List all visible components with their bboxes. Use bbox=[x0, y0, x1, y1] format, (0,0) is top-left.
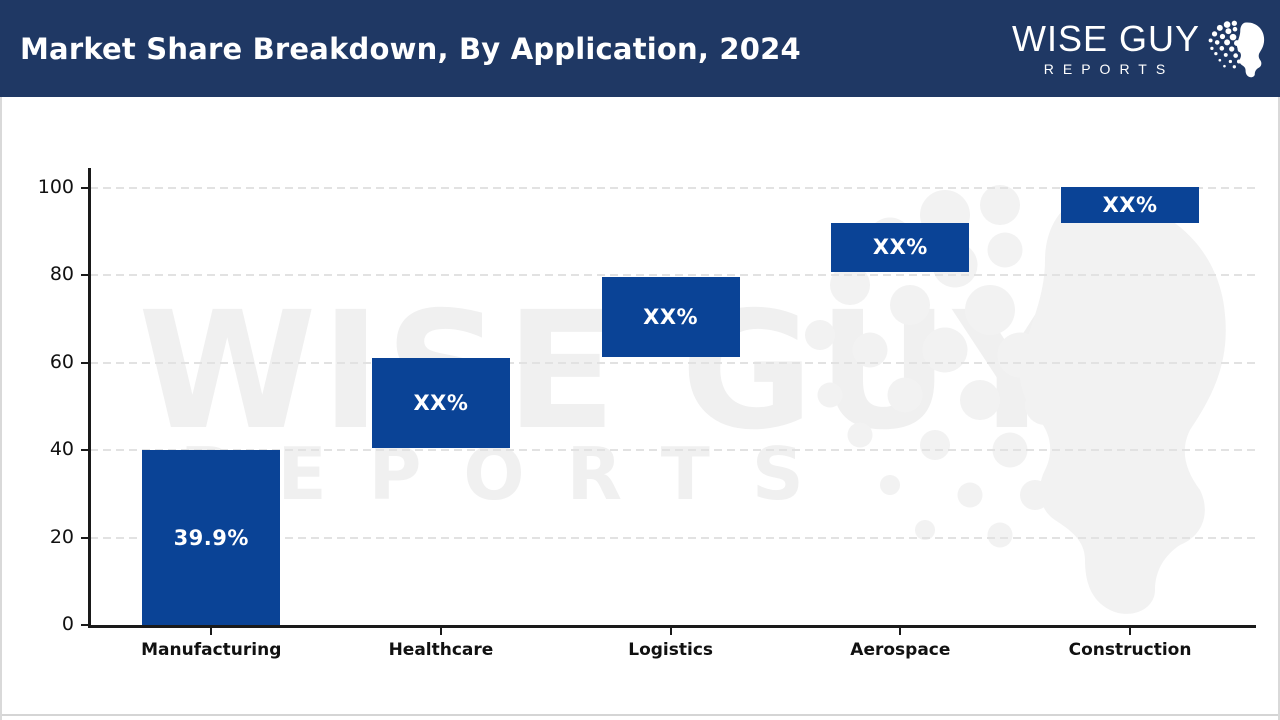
y-tick-mark bbox=[81, 186, 90, 189]
x-axis-label: Aerospace bbox=[850, 640, 951, 660]
brand-face-icon bbox=[1208, 20, 1265, 77]
header: Market Share Breakdown, By Application, … bbox=[0, 0, 1280, 97]
x-tick-mark bbox=[669, 627, 672, 635]
y-tick-label: 40 bbox=[49, 438, 74, 460]
brand-name: WISE GUY bbox=[1011, 18, 1200, 59]
x-tick-mark bbox=[439, 627, 442, 635]
x-axis-line bbox=[88, 625, 1256, 628]
left-border-line bbox=[0, 97, 2, 720]
y-tick-label: 80 bbox=[49, 263, 74, 285]
bar-aerospace: XX% bbox=[831, 222, 970, 273]
bar-value-label: 39.9% bbox=[173, 525, 249, 550]
bar-value-label: XX% bbox=[1102, 192, 1158, 217]
brand-subname: REPORTS bbox=[1043, 61, 1175, 77]
bar-value-label: XX% bbox=[643, 305, 699, 329]
y-tick-mark bbox=[81, 536, 90, 539]
y-tick-mark bbox=[81, 624, 90, 626]
y-axis-line bbox=[88, 168, 91, 627]
bar-logistics: XX% bbox=[601, 277, 740, 357]
y-tick-mark bbox=[81, 361, 90, 364]
y-tick-label: 0 bbox=[61, 613, 74, 635]
y-tick-label: 100 bbox=[37, 175, 74, 198]
brand-logo: WISE GUY REPORTS bbox=[1012, 9, 1266, 89]
gridline bbox=[90, 361, 1256, 364]
y-tick-label: 60 bbox=[49, 350, 74, 373]
y-tick-label: 20 bbox=[49, 525, 74, 548]
gridline bbox=[90, 536, 1256, 539]
x-tick-mark bbox=[899, 627, 902, 635]
gridline bbox=[90, 274, 1256, 276]
gridline bbox=[90, 186, 1256, 189]
y-tick-mark bbox=[81, 274, 90, 276]
bar-manufacturing: 39.9% bbox=[142, 450, 281, 625]
bar-value-label: XX% bbox=[413, 391, 469, 416]
bar-healthcare: XX% bbox=[371, 358, 510, 449]
y-tick-mark bbox=[81, 449, 90, 451]
x-axis-label: Construction bbox=[1068, 640, 1192, 660]
gridline bbox=[90, 449, 1256, 451]
brand-logo-text: WISE GUY REPORTS bbox=[1011, 18, 1200, 77]
bottom-border-line bbox=[0, 714, 1280, 716]
page-title: Market Share Breakdown, By Application, … bbox=[20, 31, 801, 66]
x-tick-mark bbox=[1129, 627, 1132, 635]
x-tick-mark bbox=[210, 627, 213, 635]
x-axis-label: Manufacturing bbox=[141, 640, 282, 660]
x-axis-label: Healthcare bbox=[388, 640, 494, 660]
x-axis-label: Logistics bbox=[628, 640, 714, 660]
right-border-line bbox=[1278, 97, 1280, 720]
bar-value-label: XX% bbox=[872, 235, 928, 260]
bar-construction: XX% bbox=[1061, 186, 1200, 223]
